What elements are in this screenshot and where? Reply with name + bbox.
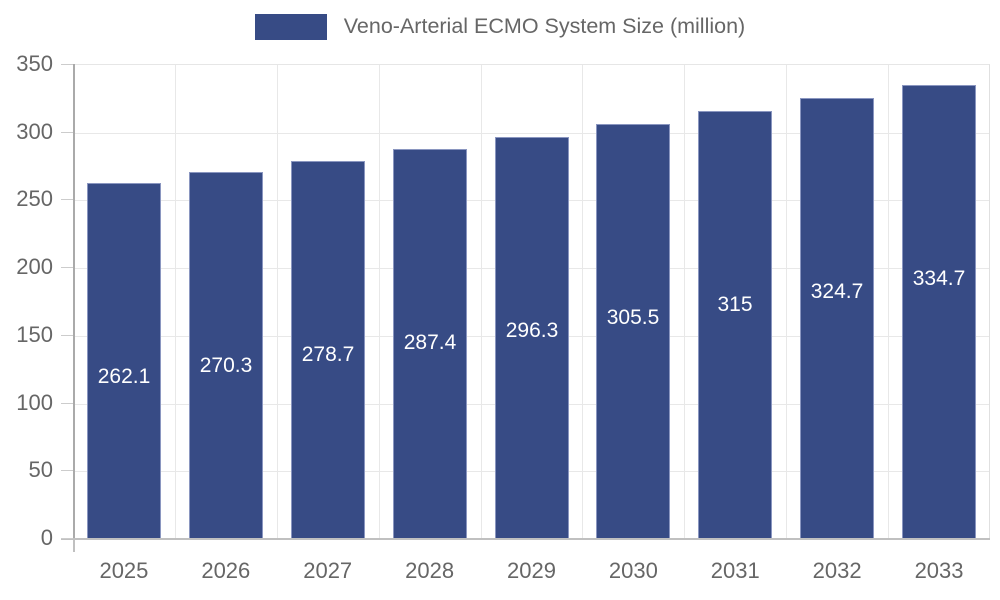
y-axis-tick-label: 100 bbox=[16, 389, 53, 415]
legend-entry[interactable]: Veno-Arterial ECMO System Size (million) bbox=[254, 14, 746, 40]
x-axis-tick-label: 2030 bbox=[608, 558, 658, 583]
bar[interactable]: 287.4 bbox=[393, 148, 467, 538]
x-axis-tick-label: 2025 bbox=[99, 558, 149, 583]
y-axis-line bbox=[73, 64, 75, 539]
bar[interactable]: 262.1 bbox=[87, 183, 161, 538]
y-axis-tick-mark bbox=[61, 131, 73, 133]
y-axis-tick-mark bbox=[61, 267, 73, 269]
y-axis-tick-label: 250 bbox=[16, 186, 53, 212]
bar[interactable]: 315 bbox=[698, 111, 772, 538]
y-axis-tick-label: 150 bbox=[16, 321, 53, 347]
bar[interactable]: 278.7 bbox=[291, 160, 365, 538]
bar-value-label: 296.3 bbox=[505, 318, 559, 342]
legend-entry-label: Veno-Arterial ECMO System Size (million) bbox=[343, 14, 746, 39]
bar[interactable]: 334.7 bbox=[902, 84, 976, 538]
x-axis-tick-label: 2027 bbox=[303, 558, 353, 583]
bar[interactable]: 270.3 bbox=[189, 171, 263, 538]
y-axis-tick-mark bbox=[61, 470, 73, 472]
gridline-vertical bbox=[379, 65, 380, 538]
bar-value-label: 270.3 bbox=[199, 353, 253, 377]
x-axis-origin-tick bbox=[73, 538, 75, 552]
x-axis-line bbox=[61, 538, 990, 540]
plot-area: 262.1 270.3 278.7 287.4 296.3 305.5 315 324.7 33… bbox=[73, 64, 990, 540]
bar-value-label: 287.4 bbox=[403, 330, 457, 354]
chart-legend: Veno-Arterial ECMO System Size (million) bbox=[0, 0, 1000, 54]
x-axis-tick-label: 2031 bbox=[710, 558, 760, 583]
gridline-vertical bbox=[786, 65, 787, 538]
bar-value-label: 278.7 bbox=[301, 342, 355, 366]
bar-value-label: 324.7 bbox=[810, 280, 864, 304]
y-axis-tick-mark bbox=[61, 334, 73, 336]
y-axis-tick-mark bbox=[61, 199, 73, 201]
x-axis-tick-label: 2032 bbox=[812, 558, 862, 583]
y-axis-tick-label: 350 bbox=[16, 51, 53, 76]
bar-value-label: 262.1 bbox=[97, 365, 151, 389]
x-axis-tick-label: 2033 bbox=[914, 558, 964, 583]
y-axis-tick-label: 0 bbox=[40, 525, 53, 550]
gridline-vertical bbox=[175, 65, 176, 538]
bar-value-label: 315 bbox=[717, 293, 753, 317]
x-axis-tick-label: 2026 bbox=[201, 558, 251, 583]
bar[interactable]: 305.5 bbox=[596, 124, 670, 538]
y-axis-tick-mark bbox=[61, 538, 73, 539]
y-axis-tick-mark bbox=[61, 64, 73, 65]
gridline-horizontal bbox=[73, 132, 989, 134]
legend-color-swatch-icon bbox=[254, 14, 327, 40]
gridline-vertical bbox=[684, 65, 685, 538]
gridline-vertical bbox=[582, 65, 583, 538]
gridline-vertical bbox=[481, 65, 482, 538]
y-axis-tick-label: 50 bbox=[28, 457, 53, 483]
gridline-vertical bbox=[277, 65, 278, 538]
bar-value-label: 334.7 bbox=[912, 266, 966, 290]
y-axis-tick-label: 200 bbox=[16, 254, 53, 280]
x-axis-tick-label: 2029 bbox=[507, 558, 556, 583]
x-axis-tick-label: 2028 bbox=[405, 558, 455, 583]
bar[interactable]: 324.7 bbox=[800, 98, 874, 538]
gridline-vertical bbox=[888, 65, 889, 538]
bar-value-label: 305.5 bbox=[606, 306, 660, 330]
y-axis-tick-mark bbox=[61, 402, 73, 404]
bar[interactable]: 296.3 bbox=[495, 136, 569, 538]
y-axis-tick-label: 300 bbox=[16, 118, 53, 144]
